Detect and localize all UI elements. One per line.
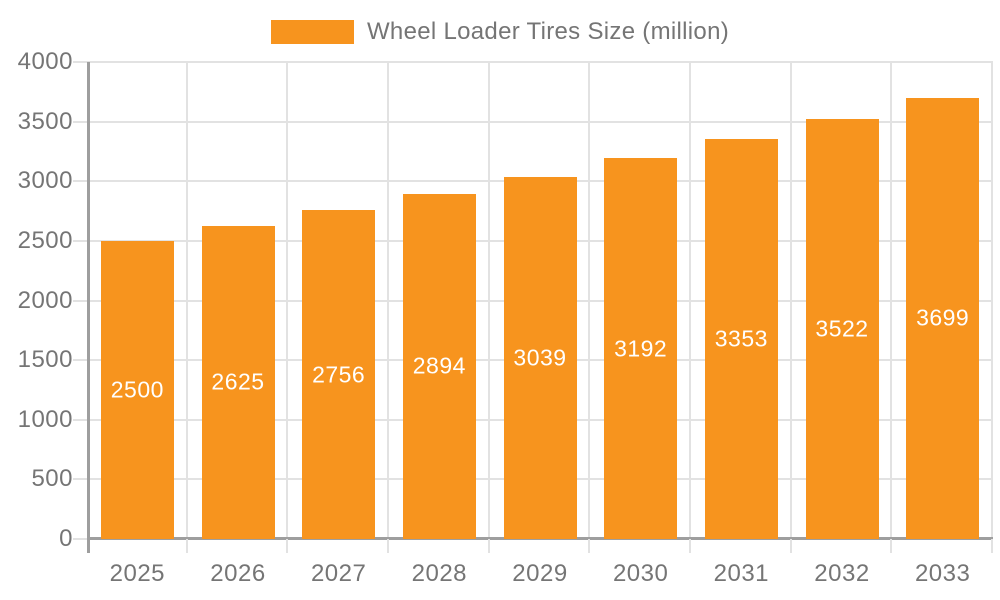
y-axis-tick [73,418,87,421]
x-axis-tick [185,539,188,553]
y-axis-tick-label: 500 [31,465,73,493]
y-axis-tick-label: 3000 [17,167,73,195]
gridline-vertical [185,62,188,539]
y-axis-tick-label: 2500 [17,226,73,254]
bar-value-label: 3353 [714,325,768,352]
bar-2032[interactable]: 3522 [805,119,879,539]
y-axis-line [87,62,90,553]
bar-value-label: 3522 [815,315,869,342]
gridline-vertical [789,62,792,539]
gridline-horizontal [87,61,993,63]
chart-legend[interactable]: Wheel Loader Tires Size (million) [0,18,1000,46]
bar-2025[interactable]: 2500 [100,240,174,539]
gridline-vertical [387,62,389,539]
bar-2030[interactable]: 3192 [604,158,678,539]
x-axis-tick-label: 2032 [814,560,870,587]
bar-value-label: 2894 [412,352,466,379]
bar-value-label: 3192 [614,335,668,362]
y-axis-tick [73,61,87,63]
x-axis-tick [588,539,591,553]
x-axis-tick-label: 2026 [210,560,266,587]
bar-value-label: 2500 [110,376,164,403]
y-axis-tick [73,299,87,302]
x-axis-tick-label: 2028 [411,560,468,587]
y-axis-tick-label: 1000 [17,405,73,433]
y-axis-tick [73,538,87,540]
bar-2031[interactable]: 3353 [704,139,778,539]
gridline-vertical [890,62,893,539]
x-axis-tick-label: 2030 [612,560,669,587]
bar-2033[interactable]: 3699 [906,97,980,539]
y-axis-tick-label: 3500 [17,107,73,135]
y-axis-tick [73,359,87,362]
legend-label: Wheel Loader Tires Size (million) [366,18,730,45]
x-axis-tick-label: 2025 [109,560,166,587]
bar-value-label: 2756 [312,361,366,388]
y-axis-tick [73,120,87,123]
x-axis-labels: 2025 2026 2027 2028 2029 2030 2031 2032 2033 [87,558,993,590]
bar-value-label: 3039 [513,344,567,371]
plot-area: 2500 2625 2756 2894 3039 3192 3353 3522 3699 [73,61,993,553]
x-axis-tick [689,539,691,553]
x-axis-tick [387,539,389,553]
gridline-horizontal [87,120,993,123]
y-axis-tick [73,180,87,183]
x-axis-tick [789,539,792,553]
y-axis-tick [73,239,87,242]
gridline-vertical [286,62,289,539]
gridline-vertical [689,62,691,539]
bar-2027[interactable]: 2756 [302,210,376,539]
x-axis-tick [890,539,893,553]
bar-value-label: 3699 [916,304,970,331]
bar-2028[interactable]: 2894 [402,193,476,539]
bar-value-label: 2625 [211,368,265,395]
y-axis-labels: 0 500 1000 1500 2000 2500 3000 3500 4000 [0,48,73,552]
bar-2026[interactable]: 2625 [201,225,275,539]
gridline-vertical [588,62,591,539]
gridline-vertical [991,62,993,539]
y-axis-tick-label: 2000 [17,286,73,314]
y-axis-tick-label: 1500 [17,346,73,374]
gridline-vertical [487,62,490,539]
x-axis-tick [487,539,490,553]
y-axis-tick [73,478,87,481]
y-axis-tick-label: 0 [59,525,73,552]
x-axis-tick-label: 2033 [914,560,971,587]
x-axis-tick [286,539,289,553]
x-axis-tick-label: 2029 [512,560,568,587]
x-axis-tick-label: 2027 [310,560,367,587]
x-axis-tick-label: 2031 [713,560,770,587]
legend-swatch [270,20,354,44]
bar-2029[interactable]: 3039 [503,176,577,539]
x-axis-tick [991,539,993,553]
y-axis-tick-label: 4000 [17,48,73,75]
